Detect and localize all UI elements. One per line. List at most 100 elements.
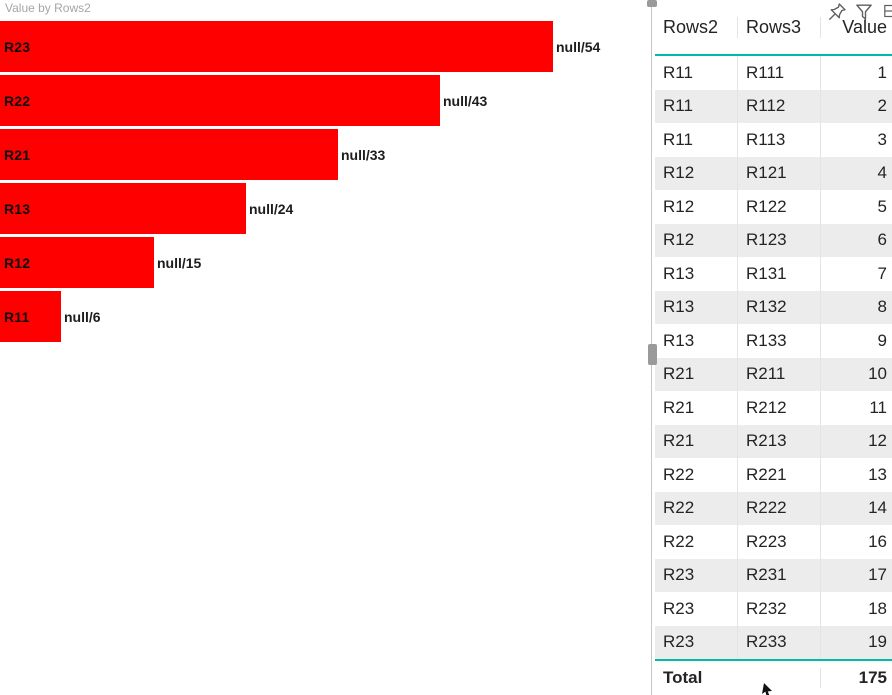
bar-value-label: null/15 xyxy=(157,254,202,271)
bar-category-label: R11 xyxy=(4,308,30,325)
chart-title: Value by Rows2 xyxy=(5,1,91,15)
table-row[interactable]: R13 R133 9 xyxy=(655,324,892,358)
cell-value: 3 xyxy=(820,123,892,157)
cell-rows3: R213 xyxy=(737,424,820,458)
cell-value: 2 xyxy=(820,89,892,123)
table-row[interactable]: R11 R112 2 xyxy=(655,89,892,123)
bar-chart-visual[interactable]: Value by Rows2 R23 null/54 R22 null/43 R21 nu… xyxy=(0,0,651,695)
column-header-rows2[interactable]: Rows2 xyxy=(663,16,719,37)
bar-category-label: R21 xyxy=(4,146,31,163)
bar-value-label: null/33 xyxy=(341,146,386,163)
bar-row[interactable]: R12 null/15 xyxy=(0,237,201,288)
cell-value: 18 xyxy=(820,592,892,626)
column-header-rows3[interactable]: Rows3 xyxy=(737,16,820,38)
table-visual[interactable]: Rows2 Rows3 Value R11 R111 1 R11 R112 2 R11 R11… xyxy=(655,0,892,695)
cell-rows2: R12 xyxy=(663,196,695,216)
bar[interactable]: R12 xyxy=(0,237,154,288)
filter-icon[interactable] xyxy=(854,2,874,22)
table-row[interactable]: R21 R211 10 xyxy=(655,357,892,391)
mouse-cursor xyxy=(762,683,774,695)
cell-value: 11 xyxy=(820,391,892,425)
cell-rows2: R23 xyxy=(663,565,695,585)
cell-rows3: R133 xyxy=(737,324,820,358)
cell-rows2: R21 xyxy=(663,364,695,384)
cell-value: 1 xyxy=(820,56,892,90)
table-row[interactable]: R21 R213 12 xyxy=(655,424,892,458)
bar-row[interactable]: R22 null/43 xyxy=(0,75,487,126)
cell-value: 7 xyxy=(820,257,892,291)
table-row[interactable]: R23 R233 19 xyxy=(655,625,892,659)
bar-row[interactable]: R11 null/6 xyxy=(0,291,101,342)
bar-category-label: R23 xyxy=(4,38,31,55)
cell-rows2: R22 xyxy=(663,531,695,551)
bar[interactable]: R22 xyxy=(0,75,440,126)
bar[interactable]: R21 xyxy=(0,129,338,180)
cell-rows2: R13 xyxy=(663,263,695,283)
table-row[interactable]: R11 R113 3 xyxy=(655,123,892,157)
bar-category-label: R22 xyxy=(4,92,31,109)
table-row[interactable]: R22 R223 16 xyxy=(655,525,892,559)
table-row[interactable]: R13 R132 8 xyxy=(655,290,892,324)
bar-row[interactable]: R23 null/54 xyxy=(0,21,600,72)
cell-rows2: R11 xyxy=(663,62,693,82)
resize-handle-middle-left[interactable] xyxy=(648,344,657,365)
table-row[interactable]: R12 R121 4 xyxy=(655,156,892,190)
cell-value: 16 xyxy=(820,525,892,559)
cell-rows3: R223 xyxy=(737,525,820,559)
cell-rows2: R11 xyxy=(663,129,693,149)
table-header-row: Rows2 Rows3 Value xyxy=(655,0,892,54)
bar[interactable]: R11 xyxy=(0,291,61,342)
bar-row[interactable]: R21 null/33 xyxy=(0,129,385,180)
table-row[interactable]: R12 R123 6 xyxy=(655,223,892,257)
table-row[interactable]: R22 R221 13 xyxy=(655,458,892,492)
cell-value: 14 xyxy=(820,491,892,525)
table-row[interactable]: R23 R231 17 xyxy=(655,558,892,592)
cell-value: 19 xyxy=(820,625,892,659)
cell-rows3: R132 xyxy=(737,290,820,324)
table-row[interactable]: R12 R122 5 xyxy=(655,190,892,224)
cell-value: 17 xyxy=(820,558,892,592)
focus-mode-icon[interactable] xyxy=(884,3,892,19)
cell-value: 10 xyxy=(820,357,892,391)
table-body: R11 R111 1 R11 R112 2 R11 R113 3 R12 R121 4 R12 R122 5… xyxy=(655,56,892,659)
cell-rows3: R211 xyxy=(737,357,820,391)
bar-value-label: null/6 xyxy=(64,308,101,325)
cell-value: 4 xyxy=(820,156,892,190)
cell-rows3: R112 xyxy=(737,89,820,123)
cell-rows2: R12 xyxy=(663,163,695,183)
cell-rows3: R131 xyxy=(737,257,820,291)
table-row[interactable]: R11 R111 1 xyxy=(655,56,892,90)
cell-rows3: R232 xyxy=(737,592,820,626)
cell-rows2: R11 xyxy=(663,96,693,116)
bar-value-label: null/24 xyxy=(249,200,294,217)
cell-rows2: R13 xyxy=(663,297,695,317)
bar-value-label: null/54 xyxy=(556,38,601,55)
bar-row[interactable]: R13 null/24 xyxy=(0,183,293,234)
table-row[interactable]: R22 R222 14 xyxy=(655,491,892,525)
total-label: Total xyxy=(663,668,703,687)
table-row[interactable]: R23 R232 18 xyxy=(655,592,892,626)
cell-rows2: R22 xyxy=(663,498,695,518)
bar-value-label: null/43 xyxy=(443,92,488,109)
cell-rows3: R111 xyxy=(737,56,820,90)
cell-rows3: R121 xyxy=(737,156,820,190)
cell-rows2: R23 xyxy=(663,598,695,618)
table-row[interactable]: R21 R212 11 xyxy=(655,391,892,425)
total-separator-line xyxy=(655,659,892,661)
pin-icon[interactable] xyxy=(827,2,847,22)
cell-rows2: R12 xyxy=(663,230,695,250)
cell-value: 13 xyxy=(820,458,892,492)
column-header-value[interactable]: Value xyxy=(820,16,892,38)
cell-rows3: R123 xyxy=(737,223,820,257)
total-value: 175 xyxy=(820,668,892,688)
cell-value: 6 xyxy=(820,223,892,257)
cell-rows3: R231 xyxy=(737,558,820,592)
cell-rows3: R113 xyxy=(737,123,820,157)
resize-handle-top-left[interactable] xyxy=(647,0,657,7)
table-row[interactable]: R13 R131 7 xyxy=(655,257,892,291)
cell-rows2: R13 xyxy=(663,330,695,350)
bar-category-label: R12 xyxy=(4,254,31,271)
bar[interactable]: R23 xyxy=(0,21,553,72)
cell-value: 9 xyxy=(820,324,892,358)
bar[interactable]: R13 xyxy=(0,183,246,234)
